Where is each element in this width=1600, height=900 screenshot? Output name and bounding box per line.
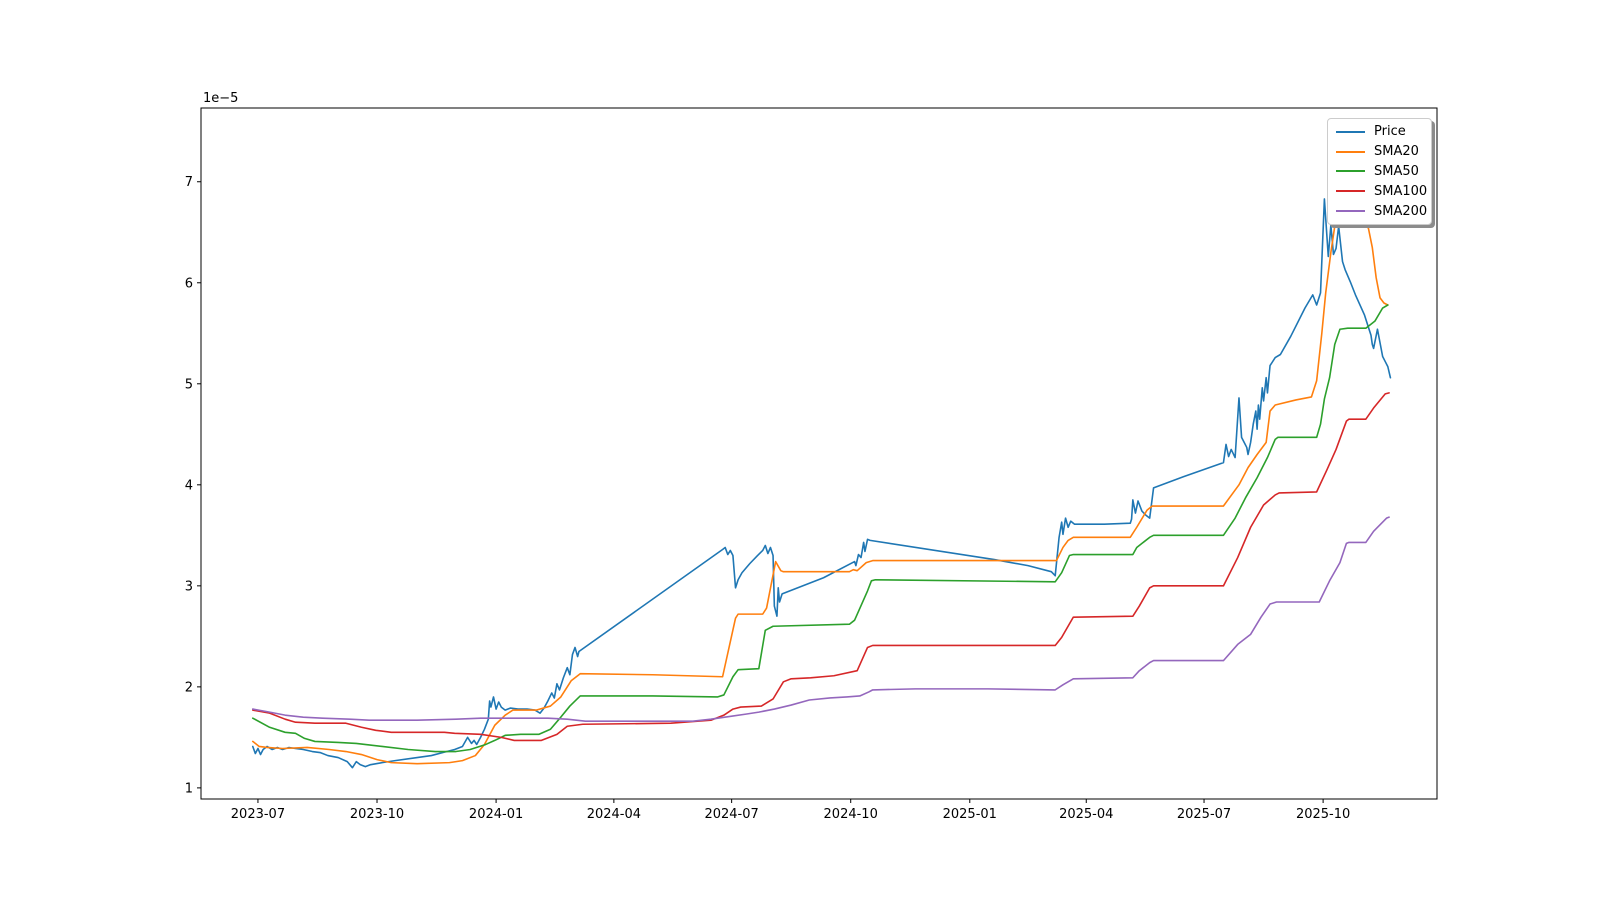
x-tick-label: 2024-10 — [824, 807, 878, 822]
legend-item-price: Price — [1336, 122, 1425, 142]
legend-label-sma50: SMA50 — [1374, 163, 1419, 179]
y-tick-label: 4 — [185, 478, 193, 493]
price-line-swatch — [1336, 130, 1365, 133]
x-tick-label: 2025-04 — [1059, 807, 1113, 822]
y-tick-label: 7 — [185, 175, 193, 190]
sma200-line-swatch — [1336, 210, 1365, 213]
x-tick-label: 2025-07 — [1177, 807, 1231, 822]
legend-label-sma200: SMA200 — [1374, 203, 1428, 219]
sma200-line — [251, 516, 1390, 723]
legend-label-sma20: SMA20 — [1374, 144, 1419, 160]
legend-item-sma100: SMA100 — [1336, 181, 1428, 201]
x-tick-label: 2023-07 — [231, 807, 285, 822]
y-tick-label: 2 — [185, 680, 193, 695]
legend-label-price: Price — [1374, 124, 1406, 140]
y-tick-label: 6 — [185, 276, 193, 291]
sma20-line — [251, 218, 1389, 765]
y-tick-label: 1 — [185, 781, 193, 796]
x-tick-label: 2025-10 — [1296, 807, 1350, 822]
x-tick-label: 2024-04 — [587, 807, 641, 822]
y-axis-offset-label: 1e−5 — [203, 91, 239, 106]
x-tick-label: 2023-10 — [350, 807, 404, 822]
legend-item-sma20: SMA20 — [1336, 142, 1425, 162]
x-tick-label: 2024-07 — [704, 807, 758, 822]
x-tick-label: 2024-01 — [469, 807, 523, 822]
legend-item-sma50: SMA50 — [1336, 162, 1425, 182]
legend-label-sma100: SMA100 — [1374, 183, 1428, 199]
legend-item-sma200: SMA200 — [1336, 201, 1428, 221]
legend: Price SMA20 SMA50 SMA100 SMA200 — [1327, 118, 1432, 225]
sma20-line-swatch — [1336, 150, 1365, 153]
sma50-line — [251, 304, 1389, 753]
sma100-line — [251, 392, 1390, 742]
plot-frame — [200, 107, 1438, 800]
y-tick-label: 3 — [185, 579, 193, 594]
sma100-line-swatch — [1336, 190, 1365, 193]
price-line — [251, 198, 1392, 769]
sma50-line-swatch — [1336, 170, 1365, 173]
y-tick-label: 5 — [185, 377, 193, 392]
x-tick-label: 2025-01 — [943, 807, 997, 822]
